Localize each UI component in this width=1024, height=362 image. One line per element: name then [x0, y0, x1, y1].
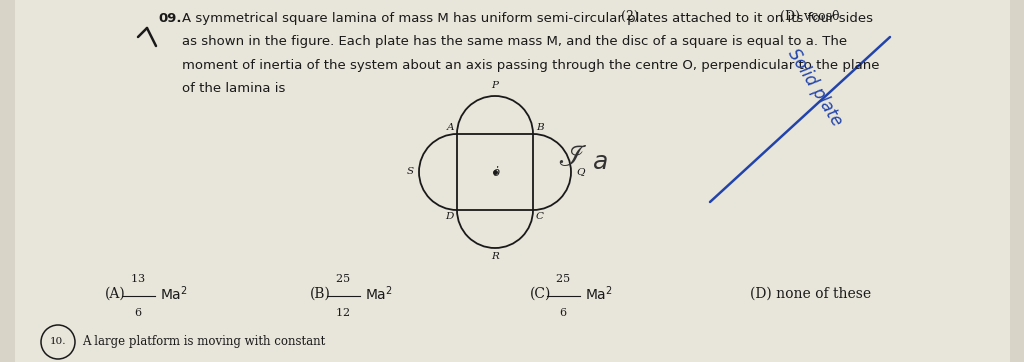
Text: $\mathdefault{12}$: $\mathdefault{12}$ [336, 306, 350, 318]
Text: (C): (C) [530, 287, 551, 301]
Text: (D) none of these: (D) none of these [750, 287, 871, 301]
Text: $\mathrm{Ma}^{2}$: $\mathrm{Ma}^{2}$ [585, 285, 612, 303]
Text: $\mathrm{Ma}^{2}$: $\mathrm{Ma}^{2}$ [160, 285, 187, 303]
Text: 10.: 10. [50, 337, 67, 346]
Text: R: R [492, 252, 499, 261]
Text: S: S [407, 168, 414, 177]
Text: $\mathdefault{25}$: $\mathdefault{25}$ [555, 272, 570, 284]
Text: Q: Q [577, 168, 585, 177]
Text: $\mathdefault{25}$: $\mathdefault{25}$ [335, 272, 350, 284]
Text: 09.: 09. [158, 12, 181, 25]
Text: $\mathdefault{6}$: $\mathdefault{6}$ [134, 306, 142, 318]
Text: $a$: $a$ [592, 151, 608, 173]
Text: (B): (B) [310, 287, 331, 301]
Text: C: C [536, 212, 544, 221]
Text: $\mathdefault{6}$: $\mathdefault{6}$ [559, 306, 567, 318]
Text: Solid plate: Solid plate [784, 45, 846, 129]
Text: A: A [446, 123, 454, 132]
Text: moment of inertia of the system about an axis passing through the centre O, perp: moment of inertia of the system about an… [182, 59, 880, 72]
FancyBboxPatch shape [15, 0, 1010, 362]
Text: $\mathrm{Ma}^{2}$: $\mathrm{Ma}^{2}$ [365, 285, 393, 303]
Text: (D) vcosθ: (D) vcosθ [780, 10, 840, 23]
Text: $\mathdefault{13}$: $\mathdefault{13}$ [130, 272, 145, 284]
Text: ȯ: ȯ [493, 167, 500, 180]
Text: of the lamina is: of the lamina is [182, 83, 286, 96]
Text: as shown in the figure. Each plate has the same mass M, and the disc of a square: as shown in the figure. Each plate has t… [182, 35, 847, 49]
Text: D: D [445, 212, 454, 221]
Text: B: B [536, 123, 544, 132]
Text: (A): (A) [105, 287, 126, 301]
Text: P: P [492, 81, 499, 90]
Text: $\mathscr{I}$: $\mathscr{I}$ [557, 142, 587, 173]
Text: A large platform is moving with constant: A large platform is moving with constant [82, 336, 326, 349]
Text: A symmetrical square lamina of mass M has uniform semi-circular plates attached : A symmetrical square lamina of mass M ha… [182, 12, 873, 25]
Text: (2): (2) [622, 10, 639, 23]
